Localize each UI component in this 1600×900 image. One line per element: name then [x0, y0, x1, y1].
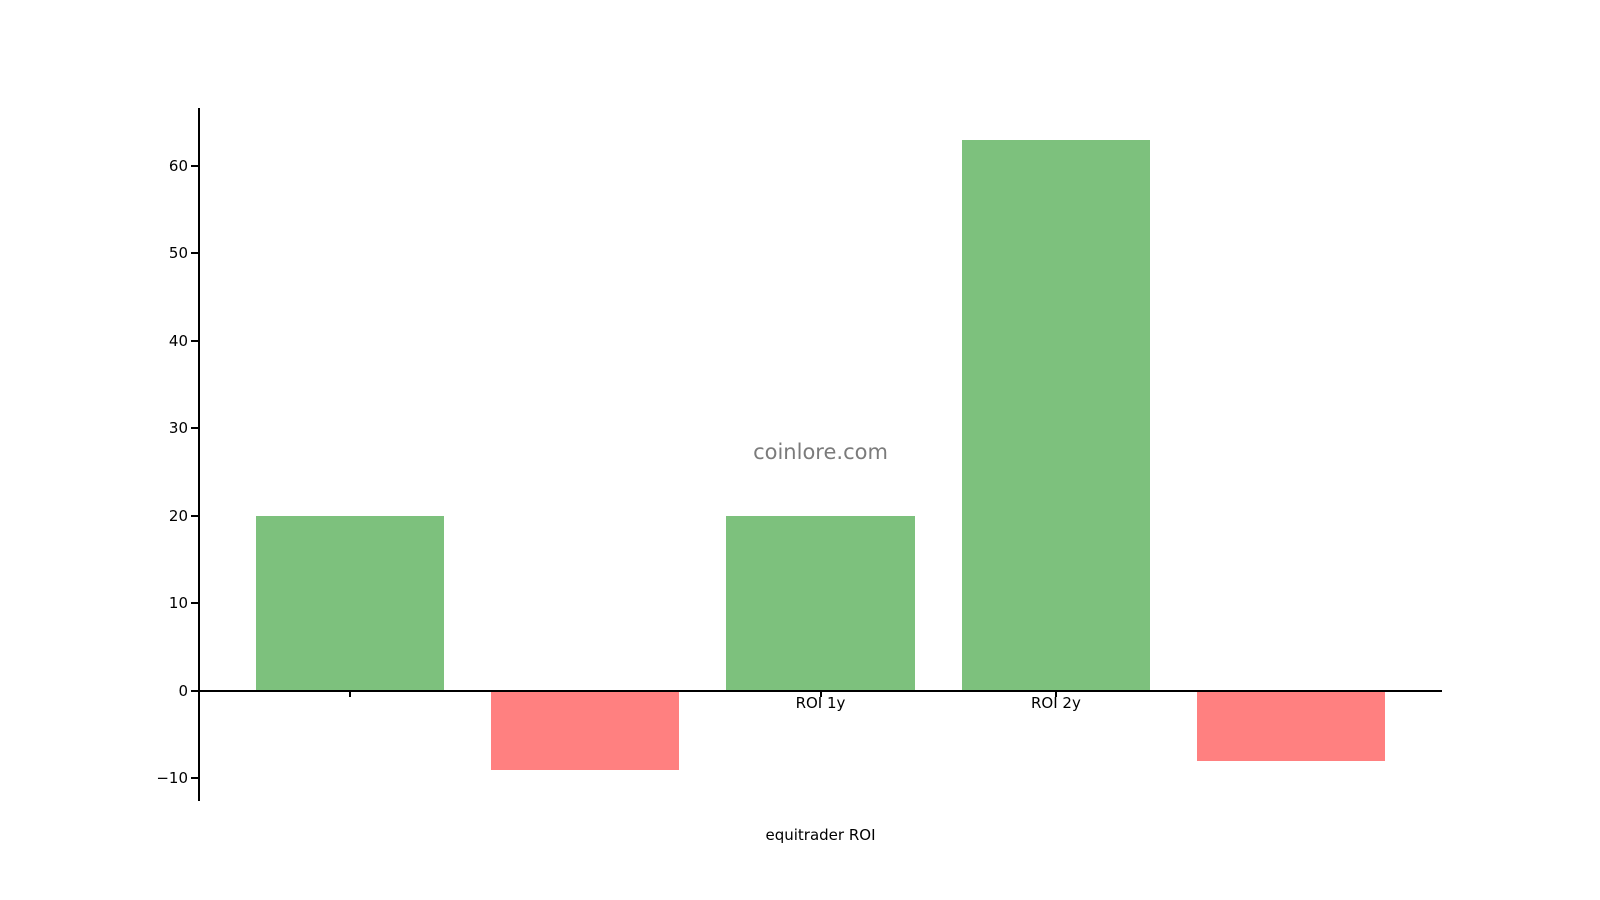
y-axis-spine [198, 108, 200, 801]
y-tick-label: −10 [156, 769, 188, 788]
bar-ROI 2y [961, 139, 1151, 691]
y-tick-label: 30 [168, 419, 188, 438]
y-tick [191, 164, 199, 167]
bar-ROI 1y [726, 515, 915, 691]
y-tick-label: 50 [168, 244, 188, 263]
watermark: coinlore.com [753, 440, 888, 464]
y-tick [191, 777, 199, 780]
y-tick-label: 40 [168, 331, 188, 350]
y-tick-label: 10 [168, 594, 188, 613]
y-tick [191, 252, 199, 255]
x-axis-title: equitrader ROI [765, 826, 876, 844]
y-tick-label: 20 [168, 506, 188, 525]
bar-unlabeled-4 [1197, 690, 1386, 761]
x-tick [348, 690, 351, 697]
x-tick-label: ROI 2y [1030, 693, 1081, 712]
y-tick [191, 427, 199, 430]
y-tick-label: 0 [178, 681, 188, 700]
x-tick [819, 690, 822, 697]
x-tick-label: ROI 1y [795, 693, 846, 712]
bar-unlabeled-0 [255, 515, 444, 691]
y-tick [191, 689, 199, 692]
plot-area: 60 50 40 30 20 10 0 −10 ROI 1y ROI 2y [156, 108, 1442, 801]
x-axis-line [199, 689, 1442, 692]
y-tick-label: 60 [168, 156, 188, 175]
y-tick [191, 602, 199, 605]
y-tick [191, 514, 199, 517]
bar-unlabeled-1 [490, 690, 680, 770]
x-tick [1054, 690, 1057, 697]
y-tick [191, 339, 199, 342]
